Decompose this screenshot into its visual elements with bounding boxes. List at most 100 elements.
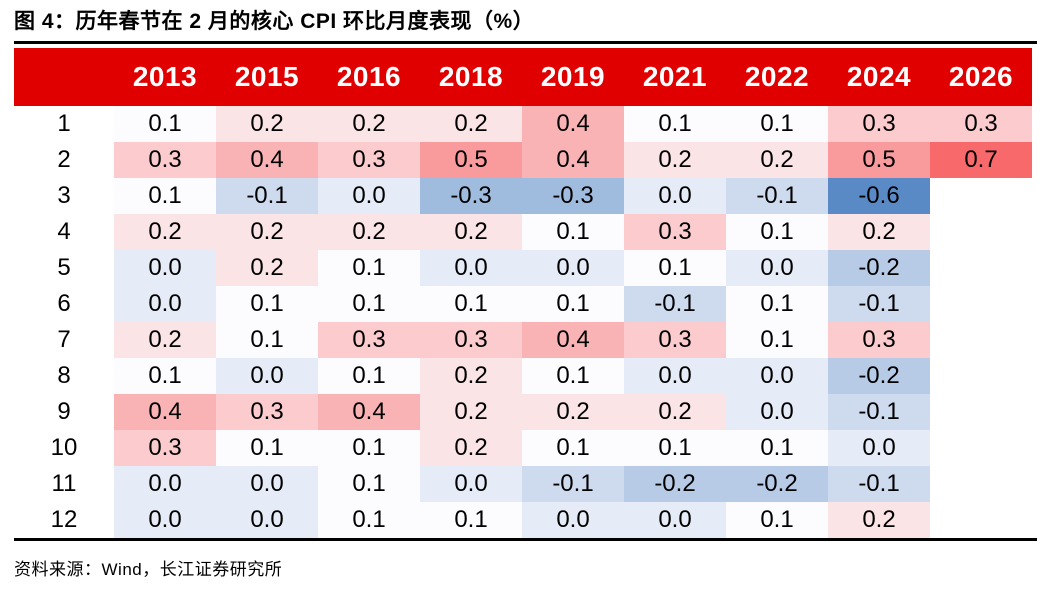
- cell-2022-m9: 0.0: [726, 394, 828, 430]
- cell-2016-m12: 0.1: [318, 502, 420, 538]
- cell-2019-m9: 0.2: [522, 394, 624, 430]
- month-label-6: 6: [14, 286, 114, 322]
- cell-2021-m2: 0.2: [624, 142, 726, 178]
- cell-2022-m8: 0.0: [726, 358, 828, 394]
- cell-2022-m1: 0.1: [726, 106, 828, 142]
- month-label-12: 12: [14, 502, 114, 538]
- cell-2013-m9: 0.4: [114, 394, 216, 430]
- cell-2022-m5: 0.0: [726, 250, 828, 286]
- cell-2013-m1: 0.1: [114, 106, 216, 142]
- month-label-2: 2: [14, 142, 114, 178]
- cell-2013-m6: 0.0: [114, 286, 216, 322]
- cell-2024-m2: 0.5: [828, 142, 930, 178]
- cell-2022-m12: 0.1: [726, 502, 828, 538]
- table-row-month-12: 12 0.0 0.0 0.1 0.1 0.0 0.0 0.1 0.2: [14, 502, 1032, 538]
- cell-2015-m1: 0.2: [216, 106, 318, 142]
- month-label-3: 3: [14, 178, 114, 214]
- year-header-2021: 2021: [624, 48, 726, 106]
- cell-2019-m7: 0.4: [522, 322, 624, 358]
- year-header-2024: 2024: [828, 48, 930, 106]
- cell-2024-m9: -0.1: [828, 394, 930, 430]
- month-label-4: 4: [14, 214, 114, 250]
- cell-2022-m3: -0.1: [726, 178, 828, 214]
- cell-2018-m5: 0.0: [420, 250, 522, 286]
- cell-2019-m3: -0.3: [522, 178, 624, 214]
- cell-2021-m11: -0.2: [624, 466, 726, 502]
- cell-2022-m10: 0.1: [726, 430, 828, 466]
- cell-2018-m4: 0.2: [420, 214, 522, 250]
- cell-2015-m8: 0.0: [216, 358, 318, 394]
- header-row: 2013 2015 2016 2018 2019 2021 2022 2024 2026: [14, 48, 1032, 106]
- source-note: 资料来源：Wind，长江证券研究所: [14, 560, 283, 579]
- cell-2016-m3: 0.0: [318, 178, 420, 214]
- cell-2024-m8: -0.2: [828, 358, 930, 394]
- cell-2021-m7: 0.3: [624, 322, 726, 358]
- cell-2021-m3: 0.0: [624, 178, 726, 214]
- cell-2016-m1: 0.2: [318, 106, 420, 142]
- cell-2018-m1: 0.2: [420, 106, 522, 142]
- year-header-2018: 2018: [420, 48, 522, 106]
- cell-2018-m8: 0.2: [420, 358, 522, 394]
- figure-title: 图 4：历年春节在 2 月的核心 CPI 环比月度表现（%）: [14, 10, 535, 33]
- year-header-2019: 2019: [522, 48, 624, 106]
- cell-2024-m3: -0.6: [828, 178, 930, 214]
- cell-2019-m4: 0.1: [522, 214, 624, 250]
- cell-2022-m7: 0.1: [726, 322, 828, 358]
- cell-2015-m2: 0.4: [216, 142, 318, 178]
- cell-2024-m12: 0.2: [828, 502, 930, 538]
- cell-2021-m1: 0.1: [624, 106, 726, 142]
- cell-2026-m2: 0.7: [930, 142, 1032, 178]
- cell-2024-m10: 0.0: [828, 430, 930, 466]
- table-row-month-7: 7 0.2 0.1 0.3 0.3 0.4 0.3 0.1 0.3: [14, 322, 1032, 358]
- cell-2021-m8: 0.0: [624, 358, 726, 394]
- month-label-11: 11: [14, 466, 114, 502]
- cell-2015-m10: 0.1: [216, 430, 318, 466]
- corner-cell: [14, 48, 114, 106]
- year-header-2022: 2022: [726, 48, 828, 106]
- cell-2021-m10: 0.1: [624, 430, 726, 466]
- cell-2016-m9: 0.4: [318, 394, 420, 430]
- bottom-divider: [14, 538, 1037, 541]
- cell-2015-m3: -0.1: [216, 178, 318, 214]
- cell-2018-m2: 0.5: [420, 142, 522, 178]
- cell-2022-m11: -0.2: [726, 466, 828, 502]
- table-row-month-8: 8 0.1 0.0 0.1 0.2 0.1 0.0 0.0 -0.2: [14, 358, 1032, 394]
- cell-2019-m10: 0.1: [522, 430, 624, 466]
- cell-2019-m6: 0.1: [522, 286, 624, 322]
- cell-2026-m12: [930, 502, 1032, 538]
- table-row-month-3: 3 0.1 -0.1 0.0 -0.3 -0.3 0.0 -0.1 -0.6: [14, 178, 1032, 214]
- cell-2016-m10: 0.1: [318, 430, 420, 466]
- cell-2024-m1: 0.3: [828, 106, 930, 142]
- cell-2026-m1: 0.3: [930, 106, 1032, 142]
- cell-2024-m11: -0.1: [828, 466, 930, 502]
- table-row-month-9: 9 0.4 0.3 0.4 0.2 0.2 0.2 0.0 -0.1: [14, 394, 1032, 430]
- table-row-month-11: 11 0.0 0.0 0.1 0.0 -0.1 -0.2 -0.2 -0.1: [14, 466, 1032, 502]
- cell-2015-m7: 0.1: [216, 322, 318, 358]
- cell-2021-m6: -0.1: [624, 286, 726, 322]
- table-header: 2013 2015 2016 2018 2019 2021 2022 2024 2026: [14, 48, 1032, 106]
- cpi-heatmap-table: 2013 2015 2016 2018 2019 2021 2022 2024 2026 1 0.…: [14, 48, 1032, 538]
- cell-2021-m12: 0.0: [624, 502, 726, 538]
- cell-2021-m9: 0.2: [624, 394, 726, 430]
- table-row-month-5: 5 0.0 0.2 0.1 0.0 0.0 0.1 0.0 -0.2: [14, 250, 1032, 286]
- table-row-month-4: 4 0.2 0.2 0.2 0.2 0.1 0.3 0.1 0.2: [14, 214, 1032, 250]
- cell-2016-m4: 0.2: [318, 214, 420, 250]
- cell-2024-m4: 0.2: [828, 214, 930, 250]
- cell-2015-m11: 0.0: [216, 466, 318, 502]
- table-row-month-10: 10 0.3 0.1 0.1 0.2 0.1 0.1 0.1 0.0: [14, 430, 1032, 466]
- title-divider: [14, 41, 1037, 44]
- cell-2016-m8: 0.1: [318, 358, 420, 394]
- cell-2013-m12: 0.0: [114, 502, 216, 538]
- cell-2015-m4: 0.2: [216, 214, 318, 250]
- cell-2015-m6: 0.1: [216, 286, 318, 322]
- cell-2013-m7: 0.2: [114, 322, 216, 358]
- cell-2024-m7: 0.3: [828, 322, 930, 358]
- cell-2026-m11: [930, 466, 1032, 502]
- cell-2026-m9: [930, 394, 1032, 430]
- cell-2022-m6: 0.1: [726, 286, 828, 322]
- cell-2015-m9: 0.3: [216, 394, 318, 430]
- cell-2015-m12: 0.0: [216, 502, 318, 538]
- cell-2019-m2: 0.4: [522, 142, 624, 178]
- year-header-2015: 2015: [216, 48, 318, 106]
